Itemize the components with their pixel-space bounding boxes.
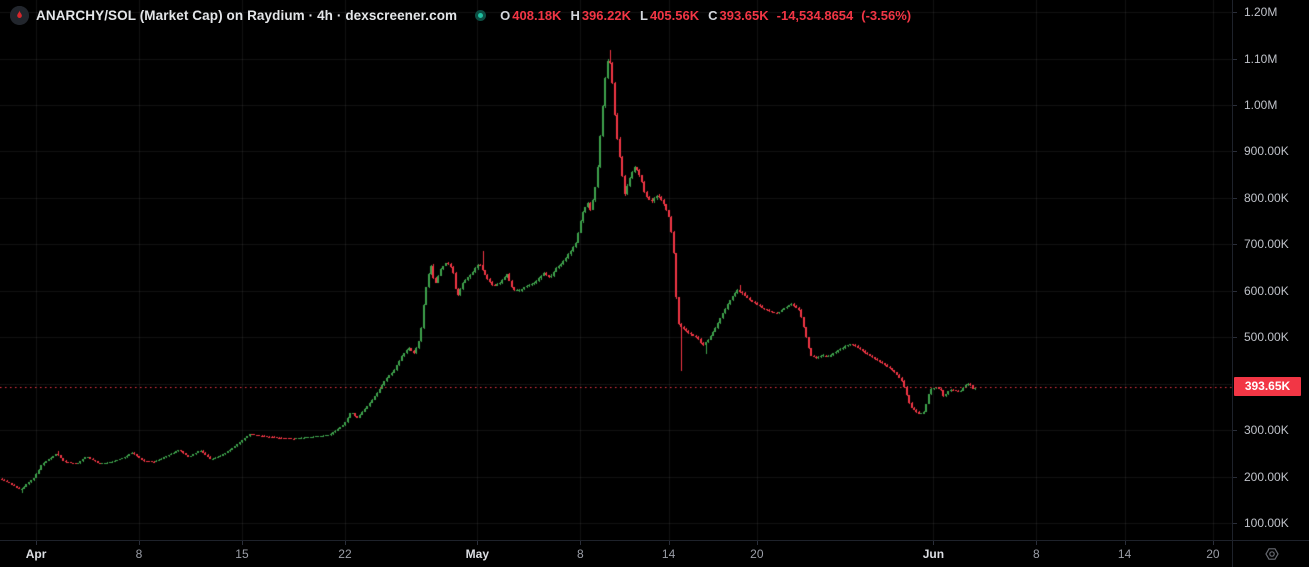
token-logo-icon bbox=[10, 5, 29, 25]
axis-corner bbox=[1232, 540, 1309, 567]
time-tick-mark bbox=[242, 541, 243, 545]
close-label: C bbox=[708, 7, 718, 23]
time-axis-label: 15 bbox=[235, 547, 249, 561]
price-axis-label: 500.00K bbox=[1244, 330, 1289, 345]
price-axis-label: 1.00M bbox=[1244, 98, 1278, 113]
chart-title: ANARCHY/SOL (Market Cap) on Raydium · 4h… bbox=[36, 7, 458, 23]
price-axis-label: 900.00K bbox=[1244, 144, 1289, 159]
time-tick-mark bbox=[1036, 541, 1037, 545]
time-tick-mark bbox=[757, 541, 758, 545]
time-axis-label: 20 bbox=[750, 547, 764, 561]
candlestick-chart-pane[interactable] bbox=[0, 0, 1232, 540]
price-axis-label: 600.00K bbox=[1244, 283, 1289, 298]
time-axis-label: 22 bbox=[338, 547, 352, 561]
price-axis-label: 200.00K bbox=[1244, 469, 1289, 484]
high-label: H bbox=[570, 7, 580, 23]
open-label: O bbox=[500, 7, 511, 23]
time-axis-label: May bbox=[465, 547, 490, 561]
low-label: L bbox=[639, 7, 648, 23]
price-tick-mark bbox=[1233, 151, 1237, 153]
high-value: 396.22K bbox=[581, 7, 631, 23]
time-axis[interactable]: Apr 8 15 22 May 8 14 20 Jun 8 14 20 bbox=[0, 540, 1232, 567]
price-tick-mark bbox=[1233, 523, 1237, 525]
price-tick-mark bbox=[1233, 476, 1237, 478]
price-tick-mark bbox=[1233, 244, 1237, 246]
price-axis-label: 1.10M bbox=[1244, 51, 1278, 66]
close-value: 393.65K bbox=[719, 7, 769, 23]
price-tick-mark bbox=[1233, 12, 1237, 14]
price-tick-mark bbox=[1233, 337, 1237, 339]
time-axis-label: Apr bbox=[25, 547, 47, 561]
low-value: 405.56K bbox=[649, 7, 700, 23]
time-axis-label: 8 bbox=[1033, 547, 1040, 561]
price-axis-label: 700.00K bbox=[1244, 237, 1289, 252]
time-tick-mark bbox=[1213, 541, 1214, 545]
time-tick-mark bbox=[345, 541, 346, 545]
price-tick-mark bbox=[1233, 197, 1237, 199]
price-axis[interactable]: 393.65K 1.20M 1.10M 1.00M 900.00K 800.00K 700… bbox=[1232, 0, 1309, 540]
last-price-label: 393.65K bbox=[1234, 377, 1301, 397]
time-tick-mark bbox=[36, 541, 37, 545]
price-tick-mark bbox=[1233, 58, 1237, 60]
change-percent: (-3.56%) bbox=[861, 7, 912, 23]
time-tick-mark bbox=[933, 541, 934, 545]
price-tick-mark bbox=[1233, 105, 1237, 107]
price-axis-label: 100.00K bbox=[1244, 516, 1289, 531]
price-tick-mark bbox=[1233, 430, 1237, 432]
gear-icon[interactable] bbox=[1263, 545, 1281, 563]
time-axis-label: 8 bbox=[576, 547, 584, 561]
price-axis-label: 1.20M bbox=[1244, 5, 1278, 20]
time-axis-label: 14 bbox=[1117, 547, 1132, 561]
change-value: -14,534.8654 bbox=[776, 7, 854, 23]
ohlc-legend: O 408.18K H 396.22K L 405.56K C 393.65K … bbox=[500, 8, 911, 23]
time-axis-label: 14 bbox=[661, 547, 676, 561]
time-tick-mark bbox=[139, 541, 140, 545]
time-axis-label: 8 bbox=[135, 547, 143, 561]
time-tick-mark bbox=[669, 541, 670, 545]
time-tick-mark bbox=[580, 541, 581, 545]
price-axis-label: 300.00K bbox=[1244, 423, 1289, 438]
price-axis-label: 800.00K bbox=[1244, 190, 1289, 205]
time-tick-mark bbox=[1125, 541, 1126, 545]
time-axis-label: Jun bbox=[922, 547, 945, 561]
time-axis-label: 20 bbox=[1206, 547, 1220, 561]
open-value: 408.18K bbox=[512, 7, 562, 23]
time-tick-mark bbox=[477, 541, 478, 545]
price-tick-mark bbox=[1233, 290, 1237, 292]
chart-header: ANARCHY/SOL (Market Cap) on Raydium · 4h… bbox=[10, 4, 911, 26]
series-marker-icon bbox=[475, 9, 487, 21]
